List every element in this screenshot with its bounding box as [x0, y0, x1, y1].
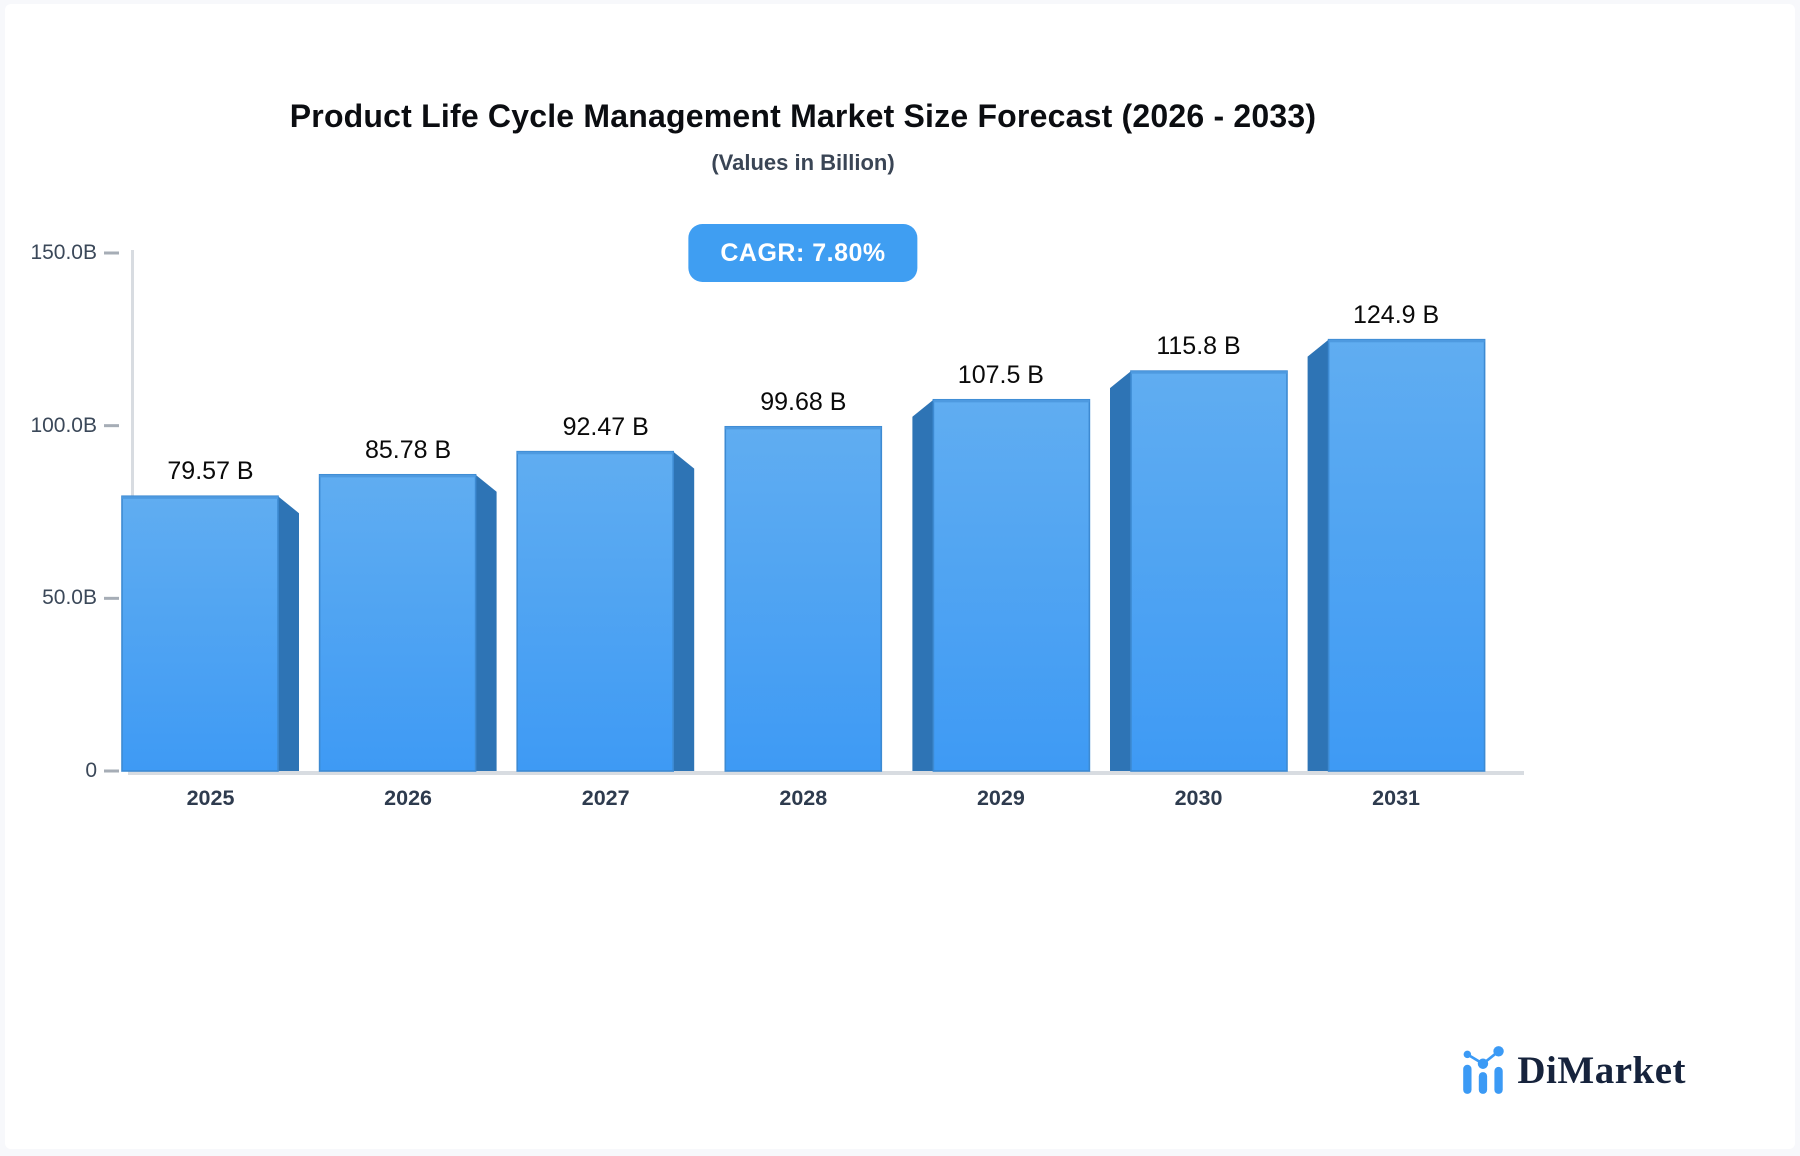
bar-2031 [1327, 338, 1486, 772]
x-axis-label: 2029 [976, 786, 1025, 810]
bar-top-edge [122, 496, 278, 499]
bar-2026 [318, 473, 477, 772]
y-axis-tick-label: 150.0B [30, 241, 97, 264]
bar-value-label: 85.78 B [365, 435, 452, 464]
y-axis-tick-mark [104, 769, 119, 773]
chart-card [5, 4, 1795, 1149]
bar-top-edge [1328, 339, 1485, 343]
brand-name: DiMarket [1517, 1048, 1686, 1092]
y-axis-tick-label: 100.0B [30, 413, 97, 437]
bar-2025 [121, 495, 279, 772]
bar-side-face [1110, 371, 1131, 771]
x-axis-label: 2030 [1174, 786, 1223, 810]
bar-2027 [516, 450, 675, 772]
y-axis-tick-mark [104, 424, 119, 428]
bar-value-label: 115.8 B [1156, 332, 1241, 361]
x-axis-label: 2027 [581, 786, 630, 810]
x-axis-label: 2028 [779, 786, 828, 810]
x-axis-label: 2025 [186, 786, 235, 810]
cagr-badge: CAGR: 7.80% [688, 224, 918, 282]
x-axis-label: 2031 [1372, 786, 1421, 810]
bar-top-edge [517, 451, 674, 455]
y-axis-tick-mark [104, 596, 119, 600]
bar-top-edge [933, 399, 1090, 403]
bar-side-face [475, 474, 497, 771]
bar-2030 [1130, 370, 1288, 772]
bar-value-label: 107.5 B [957, 360, 1044, 389]
bar-value-label: 79.57 B [167, 457, 254, 486]
bar-value-label: 99.68 B [760, 387, 847, 416]
bar-2029 [932, 398, 1091, 772]
bar-top-edge [1131, 371, 1287, 374]
bar-top-edge [725, 426, 882, 430]
bar-top-edge [319, 474, 476, 478]
bar-side-face [1307, 339, 1329, 771]
brand-chart-icon [1463, 1046, 1505, 1094]
bar-side-face [278, 496, 299, 771]
bar-side-face [912, 399, 934, 771]
bar-side-face [673, 451, 695, 771]
brand-logo: DiMarket [1461, 1040, 1686, 1100]
y-axis-tick-label: 0 [85, 759, 97, 782]
bar-2028 [724, 425, 883, 772]
chart-subtitle: (Values in Billion) [711, 150, 895, 175]
bar-value-label: 124.9 B [1353, 300, 1440, 329]
chart-title: Product Life Cycle Management Market Siz… [289, 98, 1317, 134]
y-axis-tick-mark [104, 251, 119, 255]
bar-value-label: 92.47 B [562, 412, 649, 441]
y-axis-tick-label: 50.0B [42, 586, 97, 610]
x-axis-line [128, 771, 1524, 775]
x-axis-label: 2026 [384, 786, 433, 810]
